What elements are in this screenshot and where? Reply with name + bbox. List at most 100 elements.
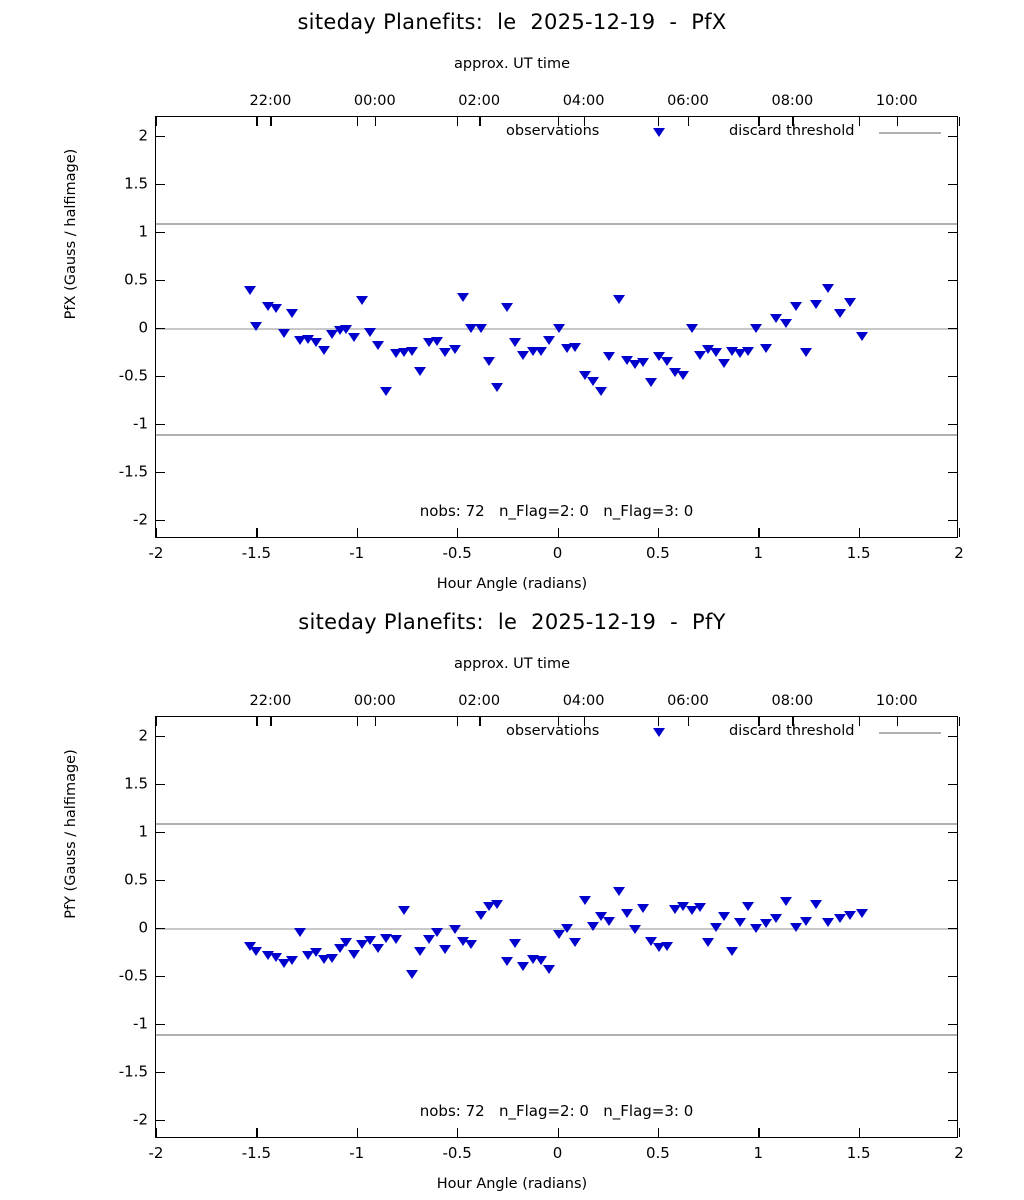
- data-point-marker: [500, 957, 513, 967]
- top-axis-tick-label: 02:00: [458, 92, 501, 109]
- y-axis-tick: [156, 232, 165, 234]
- data-point-marker: [243, 286, 256, 296]
- data-point-marker: [685, 906, 698, 916]
- y-axis-tick-label: -1: [133, 1014, 148, 1033]
- top-axis-tick: [374, 117, 377, 126]
- top-axis-tick: [896, 117, 899, 126]
- y-axis-tick: [948, 280, 957, 282]
- data-point-marker: [621, 356, 634, 366]
- data-point-marker: [542, 335, 555, 345]
- data-point-marker: [856, 909, 869, 919]
- top-axis-tick: [270, 117, 272, 126]
- data-point-marker: [645, 378, 658, 388]
- data-point-marker: [326, 954, 339, 964]
- data-point-marker: [701, 344, 714, 354]
- top-axis-tick: [792, 117, 794, 126]
- x-axis-tick: [758, 117, 760, 126]
- data-point-marker: [490, 382, 503, 392]
- data-point-marker: [822, 917, 834, 927]
- y-axis-tick: [948, 1071, 957, 1074]
- data-point-marker: [677, 902, 690, 912]
- data-point-marker: [390, 935, 403, 944]
- y-axis-tick-label: 0.5: [124, 270, 148, 289]
- data-point-marker: [725, 947, 738, 957]
- plot-area: observations discard threshold nobs: 72 …: [119, 693, 964, 1160]
- x-axis-tick-label: -2: [148, 544, 164, 562]
- data-point-marker: [438, 944, 451, 954]
- y-axis-tick-label: 0.5: [124, 870, 148, 889]
- x-axis-tick-label: 1: [753, 544, 764, 562]
- data-point-marker: [769, 913, 782, 923]
- x-axis-tick: [356, 117, 359, 126]
- data-point-marker: [661, 357, 674, 367]
- y-axis-tick: [948, 519, 957, 522]
- data-point-marker: [822, 284, 834, 294]
- data-point-marker: [310, 948, 323, 958]
- x-axis-tick-label: -0.5: [442, 544, 472, 562]
- discard-threshold-line: [156, 433, 957, 436]
- y-axis-tick-label: 2: [138, 726, 148, 745]
- data-point-marker: [380, 934, 393, 944]
- top-axis-tick-label: 06:00: [667, 692, 709, 709]
- x-axis-tick: [457, 528, 459, 537]
- data-point-marker: [318, 345, 331, 355]
- data-point-marker: [645, 936, 658, 946]
- y-axis-title: PfY (Gauss / halfimage): [63, 749, 79, 919]
- top-axis-tick-label: 04:00: [562, 692, 605, 709]
- x-axis-tick: [557, 117, 559, 126]
- data-point-marker: [414, 366, 427, 376]
- data-point-marker: [779, 318, 792, 328]
- x-axis-tick: [959, 717, 961, 726]
- data-point-marker: [621, 909, 634, 919]
- x-axis-tick: [457, 117, 459, 126]
- top-axis-title: approx. UT time: [454, 56, 570, 72]
- data-point-marker: [430, 336, 443, 346]
- plot-area: observations discard threshold nobs: 72 …: [119, 93, 964, 560]
- top-axis-tick-label: 10:00: [875, 692, 918, 709]
- data-point-marker: [318, 955, 331, 965]
- x-axis-tick-label: -0.5: [442, 1144, 472, 1162]
- top-axis-tick: [687, 117, 690, 126]
- x-axis-tick: [356, 717, 359, 726]
- y-axis-tick-label: 1: [138, 822, 148, 841]
- y-axis-tick: [948, 471, 957, 474]
- data-point-marker: [526, 955, 539, 965]
- x-axis-tick-label: -1: [349, 1144, 365, 1162]
- x-axis-tick-label: 2: [954, 1144, 964, 1162]
- data-point-marker: [603, 916, 616, 926]
- data-point-marker: [749, 923, 762, 933]
- x-axis-tick-label: 0.5: [645, 544, 670, 562]
- data-point-marker: [474, 324, 487, 334]
- zero-reference-line: [156, 928, 957, 930]
- data-point-marker: [856, 332, 869, 342]
- y-axis-tick: [948, 184, 957, 186]
- nobs-annotation: nobs: 72 n_Flag=2: 0 n_Flag=3: 0: [419, 1102, 694, 1120]
- top-axis-tick-label: 00:00: [353, 692, 396, 709]
- data-point-marker: [526, 346, 539, 356]
- data-point-marker: [553, 323, 565, 333]
- x-axis-tick: [156, 528, 158, 537]
- y-axis-tick: [156, 880, 165, 882]
- top-axis-tick: [583, 717, 585, 726]
- data-point-marker: [398, 348, 411, 358]
- data-point-marker: [500, 303, 513, 313]
- data-point-marker: [677, 371, 690, 381]
- data-point-marker: [629, 925, 642, 935]
- data-point-marker: [474, 911, 487, 921]
- x-axis-tick: [457, 717, 459, 726]
- x-axis-tick-label: 0.5: [645, 1144, 670, 1162]
- top-axis-tick-label: 08:00: [771, 692, 814, 709]
- data-point-marker: [733, 349, 746, 359]
- data-point-marker: [587, 377, 600, 387]
- y-axis-tick-label: 1: [138, 222, 148, 241]
- data-point-marker: [390, 349, 403, 359]
- discard-threshold-line: [156, 222, 957, 225]
- data-point-marker: [326, 330, 339, 340]
- data-point-marker: [516, 351, 529, 361]
- data-point-marker: [364, 935, 377, 945]
- y-axis-tick: [156, 136, 165, 138]
- y-axis-tick: [156, 832, 165, 834]
- data-point-marker: [277, 329, 290, 339]
- x-axis-tick: [858, 717, 860, 726]
- top-axis-title: approx. UT time: [454, 656, 570, 672]
